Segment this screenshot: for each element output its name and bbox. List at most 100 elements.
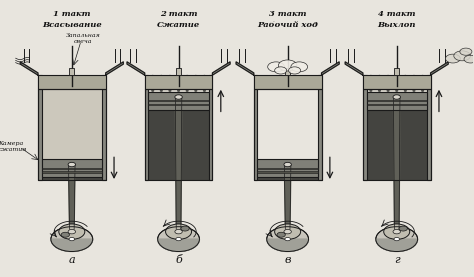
Circle shape <box>370 86 372 88</box>
Circle shape <box>175 95 182 99</box>
Circle shape <box>396 86 398 88</box>
Circle shape <box>195 81 197 82</box>
Text: б: б <box>175 255 182 265</box>
Circle shape <box>413 85 415 86</box>
Bar <box>42 171 102 173</box>
Circle shape <box>413 90 415 91</box>
Circle shape <box>464 55 474 63</box>
Circle shape <box>370 85 372 86</box>
Circle shape <box>422 85 423 86</box>
Circle shape <box>181 226 189 231</box>
Circle shape <box>284 229 292 234</box>
Circle shape <box>387 77 389 78</box>
Circle shape <box>376 227 418 252</box>
Circle shape <box>61 232 70 237</box>
Circle shape <box>186 79 188 80</box>
Bar <box>366 75 427 92</box>
Circle shape <box>379 88 380 89</box>
Circle shape <box>387 88 389 89</box>
Circle shape <box>413 83 415 84</box>
Circle shape <box>370 90 372 91</box>
Circle shape <box>387 79 389 80</box>
Bar <box>257 171 318 173</box>
Circle shape <box>195 83 197 84</box>
Circle shape <box>158 227 200 252</box>
Circle shape <box>169 81 171 82</box>
Circle shape <box>379 85 380 86</box>
Text: Сжатие: Сжатие <box>157 21 200 29</box>
Circle shape <box>422 77 423 78</box>
Circle shape <box>284 162 292 167</box>
Circle shape <box>161 79 162 80</box>
Polygon shape <box>267 239 309 252</box>
Polygon shape <box>321 62 339 75</box>
Circle shape <box>152 85 154 86</box>
Circle shape <box>404 83 406 84</box>
Bar <box>176 68 181 75</box>
Bar <box>102 75 106 180</box>
Circle shape <box>169 79 171 80</box>
Circle shape <box>161 90 162 91</box>
Circle shape <box>186 85 188 86</box>
Circle shape <box>413 79 415 80</box>
Circle shape <box>396 88 398 89</box>
Circle shape <box>394 237 400 241</box>
Polygon shape <box>376 239 418 252</box>
Circle shape <box>161 77 162 78</box>
Circle shape <box>399 226 407 231</box>
Circle shape <box>178 90 179 91</box>
Text: 1 такт: 1 такт <box>53 10 91 18</box>
Circle shape <box>289 67 301 74</box>
Circle shape <box>422 90 423 91</box>
Circle shape <box>446 54 460 63</box>
Circle shape <box>278 60 297 71</box>
Circle shape <box>277 232 285 237</box>
Circle shape <box>186 86 188 88</box>
Circle shape <box>165 224 191 239</box>
Circle shape <box>152 79 154 80</box>
Bar <box>42 177 102 180</box>
Circle shape <box>195 85 197 86</box>
Circle shape <box>195 88 197 89</box>
Bar <box>42 159 102 177</box>
Circle shape <box>152 81 154 82</box>
Bar <box>145 89 212 180</box>
Circle shape <box>204 86 205 88</box>
Circle shape <box>422 83 423 84</box>
Circle shape <box>161 88 162 89</box>
Circle shape <box>178 85 179 86</box>
Circle shape <box>396 79 398 80</box>
Bar <box>148 104 209 105</box>
Circle shape <box>393 95 401 99</box>
Bar <box>254 75 321 89</box>
Circle shape <box>413 81 415 82</box>
Circle shape <box>413 88 415 89</box>
Circle shape <box>404 77 406 78</box>
Circle shape <box>291 62 308 72</box>
Polygon shape <box>51 239 93 252</box>
Circle shape <box>169 88 171 89</box>
Bar <box>366 110 427 180</box>
Circle shape <box>396 77 398 78</box>
Circle shape <box>370 77 372 78</box>
Circle shape <box>404 85 406 86</box>
Circle shape <box>204 85 205 86</box>
Polygon shape <box>175 97 182 229</box>
Bar <box>254 75 257 180</box>
Circle shape <box>161 86 162 88</box>
Circle shape <box>387 83 389 84</box>
Bar <box>366 100 427 101</box>
Circle shape <box>152 77 154 78</box>
Circle shape <box>379 81 380 82</box>
Circle shape <box>178 81 179 82</box>
Bar <box>38 75 106 89</box>
Circle shape <box>393 229 401 234</box>
Circle shape <box>68 162 75 167</box>
Circle shape <box>178 79 179 80</box>
Bar <box>257 159 318 177</box>
Circle shape <box>161 83 162 84</box>
Circle shape <box>186 90 188 91</box>
Polygon shape <box>393 97 400 229</box>
Circle shape <box>422 86 423 88</box>
Circle shape <box>195 77 197 78</box>
